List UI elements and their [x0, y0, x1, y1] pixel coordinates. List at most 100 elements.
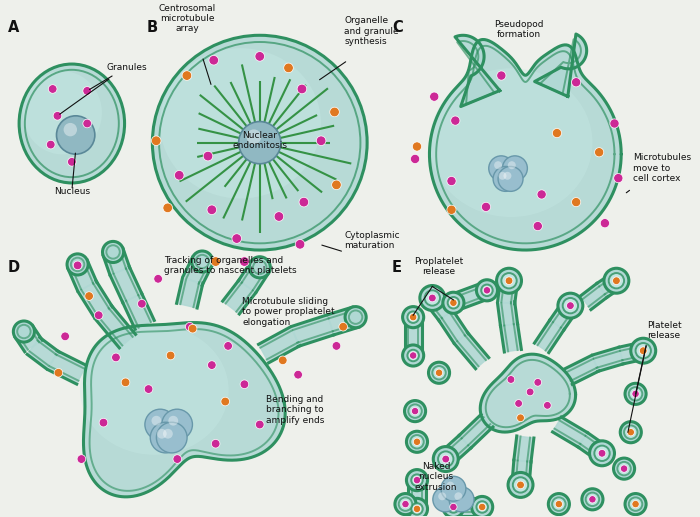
Circle shape — [395, 494, 416, 514]
Circle shape — [169, 416, 178, 425]
Circle shape — [144, 385, 153, 393]
Circle shape — [438, 451, 454, 467]
Circle shape — [211, 257, 220, 266]
Circle shape — [533, 221, 542, 231]
Circle shape — [548, 494, 569, 514]
Circle shape — [411, 475, 423, 486]
Circle shape — [438, 492, 446, 500]
Circle shape — [345, 307, 366, 328]
Circle shape — [447, 482, 454, 490]
Circle shape — [77, 455, 85, 463]
Circle shape — [451, 116, 460, 125]
Circle shape — [232, 234, 242, 244]
Circle shape — [582, 489, 603, 510]
Polygon shape — [498, 280, 517, 304]
Circle shape — [410, 352, 416, 359]
Circle shape — [625, 494, 646, 514]
Circle shape — [246, 129, 261, 144]
Circle shape — [173, 455, 181, 463]
Text: D: D — [8, 260, 20, 275]
Circle shape — [410, 313, 416, 321]
Polygon shape — [480, 354, 575, 432]
Circle shape — [447, 205, 456, 215]
Circle shape — [507, 376, 514, 383]
Circle shape — [207, 361, 216, 370]
Polygon shape — [95, 306, 136, 348]
Polygon shape — [239, 262, 269, 292]
Circle shape — [221, 397, 230, 406]
Circle shape — [256, 420, 264, 429]
Text: Organelle
and granule
synthesis: Organelle and granule synthesis — [344, 16, 399, 46]
Circle shape — [99, 418, 108, 427]
Circle shape — [207, 205, 216, 215]
Polygon shape — [454, 332, 489, 369]
Circle shape — [420, 285, 444, 310]
Circle shape — [332, 180, 341, 190]
Text: Proplatelet
release: Proplatelet release — [414, 256, 463, 276]
Circle shape — [249, 257, 270, 278]
Text: Granules: Granules — [90, 63, 147, 89]
Circle shape — [441, 476, 466, 501]
Circle shape — [498, 172, 506, 180]
Circle shape — [411, 503, 423, 514]
Circle shape — [274, 211, 284, 221]
Circle shape — [543, 402, 551, 409]
Polygon shape — [597, 273, 621, 297]
Text: E: E — [392, 260, 402, 275]
Circle shape — [508, 161, 516, 169]
Circle shape — [46, 140, 55, 149]
Circle shape — [443, 292, 464, 313]
Circle shape — [412, 142, 421, 151]
Text: Naked
nucleus
extrusion: Naked nucleus extrusion — [415, 462, 457, 492]
Polygon shape — [578, 433, 607, 460]
Circle shape — [83, 119, 92, 128]
Circle shape — [517, 414, 524, 422]
Circle shape — [472, 496, 493, 517]
Circle shape — [477, 501, 488, 513]
Circle shape — [479, 504, 486, 511]
Circle shape — [589, 496, 596, 503]
Circle shape — [413, 477, 421, 484]
Polygon shape — [552, 417, 587, 447]
Circle shape — [501, 273, 517, 288]
Circle shape — [435, 369, 442, 376]
Circle shape — [186, 323, 194, 331]
Circle shape — [450, 504, 457, 511]
Circle shape — [48, 85, 57, 93]
Polygon shape — [83, 323, 285, 497]
Circle shape — [571, 78, 581, 87]
Circle shape — [636, 343, 651, 358]
Circle shape — [498, 166, 523, 191]
Circle shape — [625, 383, 646, 404]
Circle shape — [563, 298, 578, 313]
Circle shape — [614, 174, 623, 183]
Circle shape — [53, 112, 62, 120]
Circle shape — [448, 297, 459, 309]
Polygon shape — [439, 310, 468, 343]
Circle shape — [482, 202, 491, 211]
Polygon shape — [183, 257, 211, 285]
Circle shape — [489, 156, 514, 181]
Circle shape — [508, 473, 533, 497]
Circle shape — [513, 477, 528, 493]
Circle shape — [450, 299, 457, 307]
Polygon shape — [512, 460, 531, 485]
Polygon shape — [122, 294, 154, 329]
Circle shape — [631, 338, 656, 363]
Circle shape — [613, 458, 635, 479]
Ellipse shape — [160, 48, 321, 199]
Circle shape — [410, 435, 424, 449]
Circle shape — [447, 176, 456, 186]
Circle shape — [294, 370, 302, 379]
Ellipse shape — [429, 68, 592, 217]
Circle shape — [620, 465, 628, 472]
Circle shape — [483, 286, 491, 294]
Circle shape — [586, 493, 599, 506]
Polygon shape — [110, 267, 142, 302]
Circle shape — [407, 431, 428, 452]
Circle shape — [601, 219, 610, 228]
Circle shape — [412, 407, 419, 415]
Circle shape — [111, 353, 120, 362]
Circle shape — [629, 497, 643, 511]
Circle shape — [399, 497, 412, 511]
